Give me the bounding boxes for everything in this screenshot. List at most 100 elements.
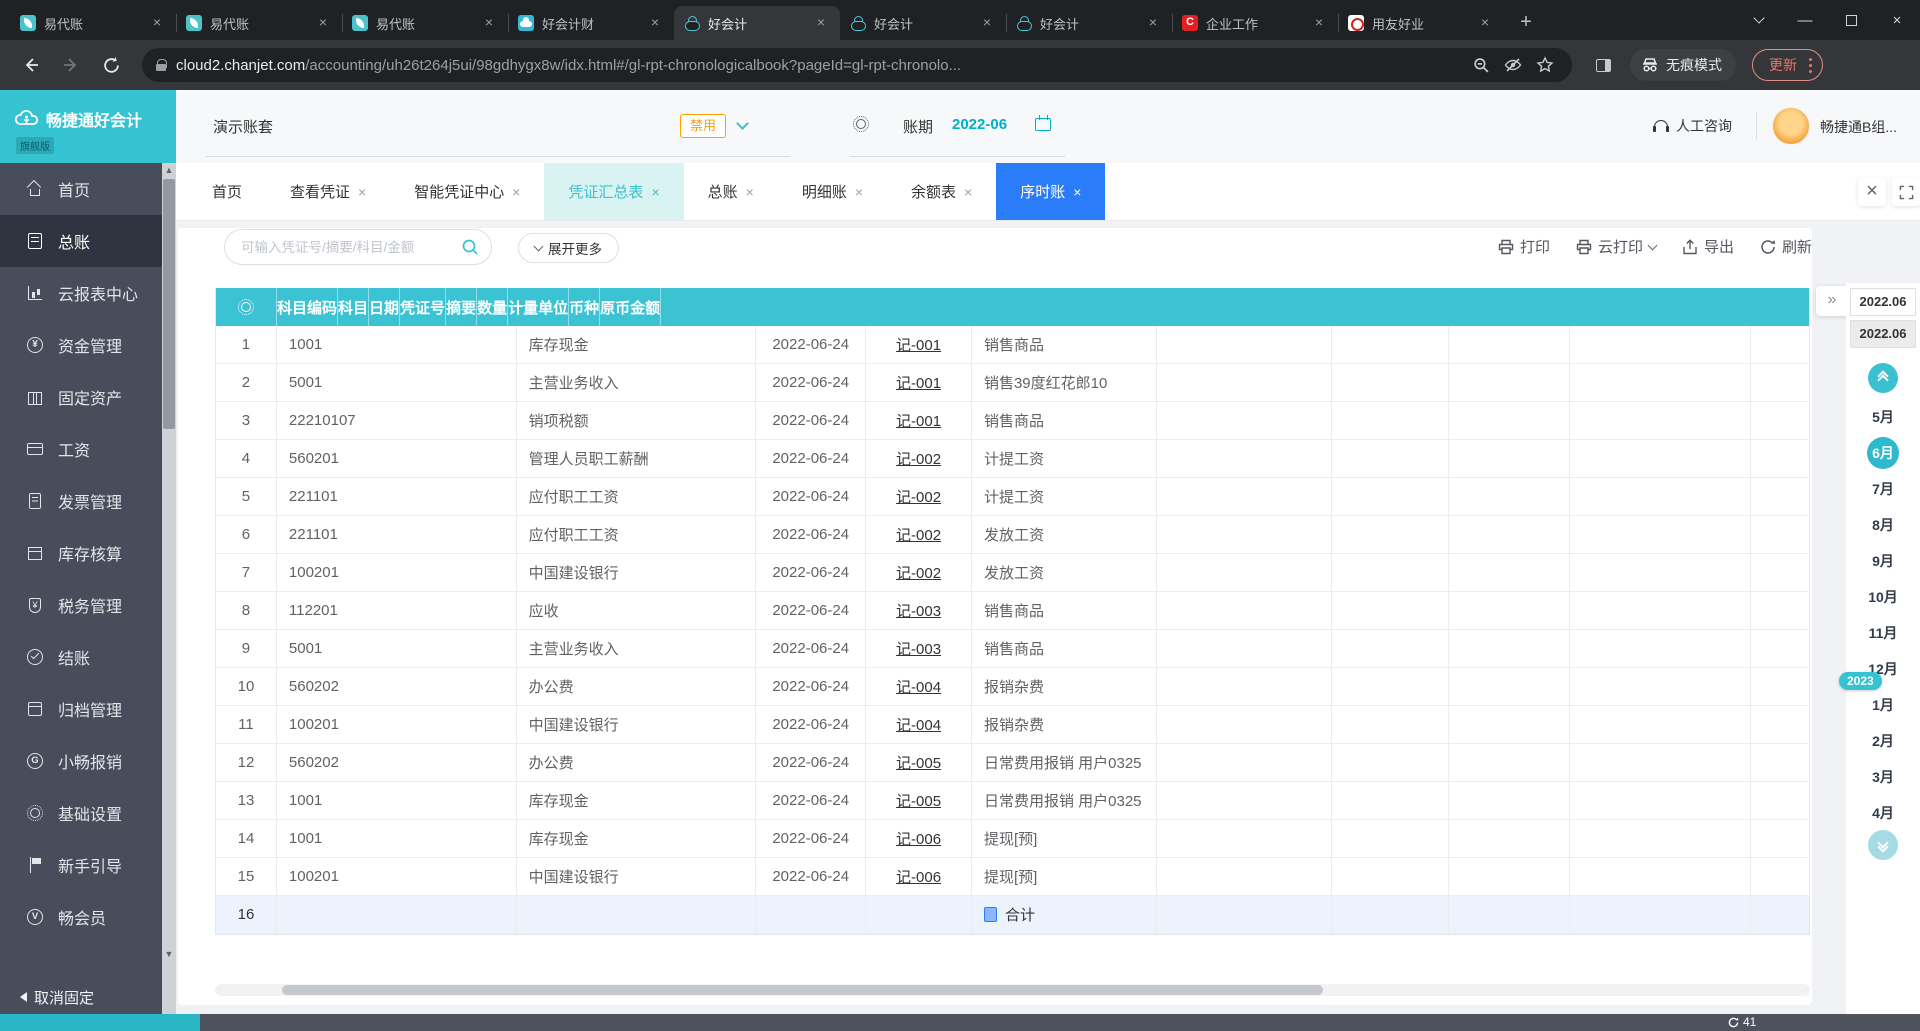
scroll-down-icon[interactable]: ▼ — [164, 949, 174, 959]
voucher-link[interactable]: 记-002 — [896, 489, 942, 506]
month-item[interactable]: 2月 — [1846, 723, 1920, 759]
sidebar-item[interactable]: 税务管理 — [0, 579, 176, 631]
avatar[interactable] — [1772, 107, 1810, 145]
close-tab-icon[interactable]: × — [484, 14, 494, 30]
account-settings-gear-icon[interactable] — [852, 115, 874, 137]
column-header[interactable]: 计量单位 — [508, 288, 570, 326]
browser-tab[interactable]: 易代账 × — [342, 6, 508, 40]
close-tab-icon[interactable]: × — [318, 14, 328, 30]
month-item[interactable]: 9月 — [1846, 543, 1920, 579]
month-item[interactable]: 4月 — [1846, 795, 1920, 831]
sidebar-item[interactable]: 首页 — [0, 163, 176, 215]
month-item[interactable]: 3月 — [1846, 759, 1920, 795]
lock-icon[interactable] — [156, 59, 167, 71]
month-item[interactable]: 1月 — [1846, 687, 1920, 723]
table-row[interactable]: 12 560202 办公费 2022-06-24 记-005 日常费用报销 用户… — [216, 744, 1809, 782]
period-box-current[interactable]: 2022.06 — [1850, 320, 1916, 348]
table-row[interactable]: 3 22210107 销项税额 2022-06-24 记-001 销售商品 — [216, 402, 1809, 440]
table-row[interactable]: 10 560202 办公费 2022-06-24 记-004 报销杂费 — [216, 668, 1809, 706]
page-tab[interactable]: 总账 × — [684, 163, 778, 220]
voucher-link[interactable]: 记-001 — [896, 337, 942, 354]
close-page-tab-icon[interactable]: × — [964, 183, 973, 200]
voucher-link[interactable]: 记-005 — [896, 793, 942, 810]
page-tab[interactable]: 序时账 × — [996, 163, 1106, 220]
page-tab[interactable]: 凭证汇总表 × — [544, 163, 684, 220]
column-header[interactable]: 科目编码 — [277, 288, 339, 326]
horizontal-scrollbar-thumb[interactable] — [282, 985, 1323, 995]
page-tab[interactable]: 查看凭证 × — [266, 163, 390, 220]
sidebar-unpin-button[interactable]: 取消固定 — [0, 980, 176, 1014]
expand-more-button[interactable]: 展开更多 — [518, 233, 619, 263]
column-header[interactable]: 凭证号 — [400, 288, 447, 326]
close-tab-icon[interactable]: × — [650, 14, 660, 30]
sidebar-scrollbar-thumb[interactable] — [163, 179, 175, 429]
table-row[interactable]: 11 100201 中国建设银行 2022-06-24 记-004 报销杂费 — [216, 706, 1809, 744]
account-chevron-down-icon[interactable] — [736, 117, 749, 130]
scroll-up-icon[interactable]: ▲ — [164, 165, 174, 175]
month-item[interactable]: 8月 — [1846, 507, 1920, 543]
sidebar-item[interactable]: 工资 — [0, 423, 176, 475]
sidebar-item[interactable]: 结账 — [0, 631, 176, 683]
voucher-link[interactable]: 记-004 — [896, 717, 942, 734]
search-box[interactable] — [224, 229, 492, 265]
close-tab-icon[interactable]: × — [982, 14, 992, 30]
page-tab[interactable]: 明细账 × — [778, 163, 887, 220]
tab-search-icon[interactable] — [1736, 0, 1782, 40]
reader-eye-off-icon[interactable] — [1500, 52, 1526, 78]
export-button[interactable]: 导出 — [1682, 236, 1734, 257]
browser-menu-icon[interactable] — [1809, 63, 1812, 67]
new-tab-button[interactable]: + — [1520, 11, 1532, 33]
voucher-link[interactable]: 记-001 — [896, 413, 942, 430]
scroll-months-down-button[interactable] — [1868, 830, 1898, 860]
column-header[interactable]: 科目 — [338, 288, 370, 326]
month-item[interactable]: 5月 — [1846, 399, 1920, 435]
address-bar[interactable]: cloud2.chanjet.com/accounting/uh26t264j5… — [142, 48, 1572, 82]
browser-tab[interactable]: 好会计 × — [840, 6, 1006, 40]
column-header[interactable]: 原币金额 — [600, 288, 662, 326]
column-header[interactable]: 数量 — [477, 288, 509, 326]
reload-icon[interactable] — [94, 48, 128, 82]
page-tab[interactable]: 首页 × — [188, 163, 266, 220]
month-item[interactable]: 11月 — [1846, 615, 1920, 651]
column-header[interactable]: 币种 — [569, 288, 601, 326]
voucher-link[interactable]: 记-005 — [896, 755, 942, 772]
period-value[interactable]: 2022-06 — [952, 116, 1008, 133]
browser-tab[interactable]: 好会计财 × — [508, 6, 674, 40]
month-item[interactable]: 6月 — [1846, 435, 1920, 471]
search-icon[interactable] — [461, 238, 479, 256]
table-settings-cell[interactable] — [216, 288, 277, 326]
table-row[interactable]: 6 221101 应付职工工资 2022-06-24 记-002 发放工资 — [216, 516, 1809, 554]
column-header[interactable]: 摘要 — [446, 288, 478, 326]
voucher-link[interactable]: 记-003 — [896, 641, 942, 658]
table-row[interactable]: 8 112201 应收 2022-06-24 记-003 销售商品 — [216, 592, 1809, 630]
close-page-tab-icon[interactable]: × — [358, 183, 367, 200]
url-text[interactable]: cloud2.chanjet.com/accounting/uh26t264j5… — [176, 57, 1462, 74]
sidebar-item[interactable]: 固定资产 — [0, 371, 176, 423]
table-row[interactable]: 13 1001 库存现金 2022-06-24 记-005 日常费用报销 用户0… — [216, 782, 1809, 820]
column-settings-gear-icon[interactable] — [237, 298, 255, 316]
month-item[interactable]: 7月 — [1846, 471, 1920, 507]
browser-tab[interactable]: 企业工作 × — [1172, 6, 1338, 40]
close-window-button[interactable]: × — [1892, 11, 1902, 29]
table-row[interactable]: 1 1001 库存现金 2022-06-24 记-001 销售商品 — [216, 326, 1809, 364]
sidebar-scrollbar[interactable]: ▲ ▼ — [162, 163, 176, 1014]
close-page-tab-icon[interactable]: × — [1073, 183, 1082, 200]
print-button[interactable]: 打印 — [1498, 236, 1550, 257]
voucher-link[interactable]: 记-001 — [896, 375, 942, 392]
voucher-link[interactable]: 记-002 — [896, 451, 942, 468]
sidebar-item[interactable]: 归档管理 — [0, 683, 176, 735]
table-row[interactable]: 14 1001 库存现金 2022-06-24 记-006 提现[预] — [216, 820, 1809, 858]
panel-collapse-icon[interactable]: » — [1816, 286, 1848, 316]
search-input[interactable] — [241, 239, 461, 255]
bookmark-star-icon[interactable] — [1532, 52, 1558, 78]
sidebar-item[interactable]: 总账 — [0, 215, 176, 267]
refresh-button[interactable]: 刷新 — [1760, 236, 1812, 257]
close-page-tab-icon[interactable]: × — [745, 183, 754, 200]
close-all-icon[interactable]: × — [1858, 178, 1886, 206]
close-tab-icon[interactable]: × — [816, 14, 826, 30]
side-panel-icon[interactable] — [1590, 52, 1616, 78]
sidebar-item[interactable]: 云报表中心 — [0, 267, 176, 319]
month-item[interactable]: 10月 — [1846, 579, 1920, 615]
account-set-name[interactable]: 演示账套 — [213, 119, 274, 136]
user-name[interactable]: 畅捷通B组... — [1820, 119, 1898, 135]
